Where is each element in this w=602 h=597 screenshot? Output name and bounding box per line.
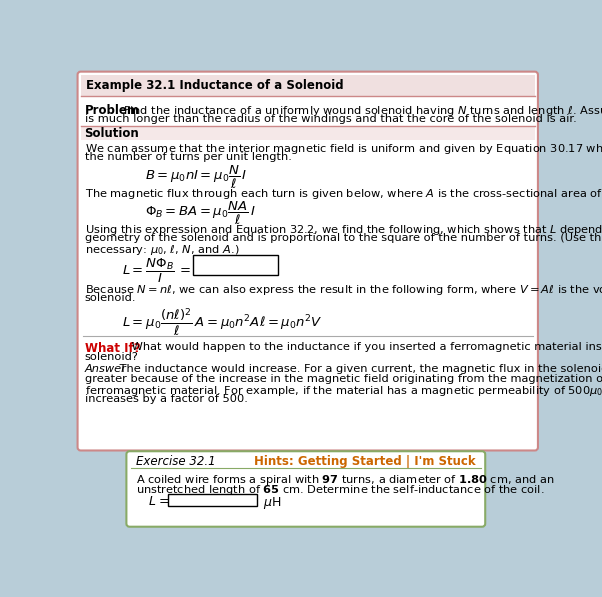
Text: Exercise 32.1: Exercise 32.1 xyxy=(135,455,216,468)
Text: Answer: Answer xyxy=(84,364,126,374)
Text: geometry of the solenoid and is proportional to the square of the number of turn: geometry of the solenoid and is proporti… xyxy=(84,233,602,242)
Text: $\Phi_B = BA = \mu_0 \dfrac{NA}{\ell}\, I$: $\Phi_B = BA = \mu_0 \dfrac{NA}{\ell}\, … xyxy=(145,199,256,227)
Text: $L = \mu_0 \dfrac{(n\ell)^2}{\ell}\, A = \mu_0 n^2 A\ell = \mu_0 n^2 V$: $L = \mu_0 \dfrac{(n\ell)^2}{\ell}\, A =… xyxy=(122,306,322,338)
Text: Hints: Getting Started | I'm Stuck: Hints: Getting Started | I'm Stuck xyxy=(254,455,476,468)
Text: solenoid.: solenoid. xyxy=(84,293,136,303)
Text: Problem: Problem xyxy=(84,104,140,117)
Text: $L = \dfrac{N\Phi_B}{I}\, =$: $L = \dfrac{N\Phi_B}{I}\, =$ xyxy=(122,257,191,285)
Bar xyxy=(81,75,535,96)
Text: The inductance would increase. For a given current, the magnetic flux in the sol: The inductance would increase. For a giv… xyxy=(116,364,602,374)
Text: necessary: $\mu_0$, $\ell$, $N$, and $A$.): necessary: $\mu_0$, $\ell$, $N$, and $A$… xyxy=(84,242,239,257)
Bar xyxy=(193,255,278,275)
Text: Because $N = n\ell$, we can also express the result in the following form, where: Because $N = n\ell$, we can also express… xyxy=(84,282,602,297)
Text: $B = \mu_0 n I = \mu_0 \dfrac{N}{\ell}\, I$: $B = \mu_0 n I = \mu_0 \dfrac{N}{\ell}\,… xyxy=(145,164,247,191)
Text: What would happen to the inductance if you inserted a ferromagnetic material ins: What would happen to the inductance if y… xyxy=(128,342,602,352)
Text: $L$ =: $L$ = xyxy=(148,495,170,508)
Text: is much longer than the radius of the windings and that the core of the solenoid: is much longer than the radius of the wi… xyxy=(84,114,576,124)
Text: ferromagnetic material. For example, if the material has a magnetic permeability: ferromagnetic material. For example, if … xyxy=(84,384,602,398)
FancyBboxPatch shape xyxy=(78,72,538,451)
Text: $\mu$H: $\mu$H xyxy=(263,495,281,511)
Text: Using this expression and Equation 32.2, we find the following, which shows that: Using this expression and Equation 32.2,… xyxy=(84,223,602,236)
Text: The magnetic flux through each turn is given below, where $A$ is the cross-secti: The magnetic flux through each turn is g… xyxy=(84,187,602,201)
Bar xyxy=(168,494,258,506)
Text: unstretched length of $\mathbf{65}$ cm. Determine the self-inductance of the coi: unstretched length of $\mathbf{65}$ cm. … xyxy=(135,483,544,497)
Text: Find the inductance of a uniformly wound solenoid having $N$ turns and length $\: Find the inductance of a uniformly wound… xyxy=(123,104,602,118)
Text: What If?: What If? xyxy=(84,342,140,355)
FancyBboxPatch shape xyxy=(126,451,485,527)
Text: A coiled wire forms a spiral with $\mathbf{97}$ turns, a diameter of $\mathbf{1.: A coiled wire forms a spiral with $\math… xyxy=(135,473,554,487)
Text: We can assume that the interior magnetic field is uniform and given by Equation : We can assume that the interior magnetic… xyxy=(84,141,602,156)
Bar xyxy=(81,127,535,140)
Text: Solution: Solution xyxy=(84,127,139,140)
Text: Example 32.1 Inductance of a Solenoid: Example 32.1 Inductance of a Solenoid xyxy=(86,79,344,92)
Text: solenoid?: solenoid? xyxy=(84,352,138,362)
Text: greater because of the increase in the magnetic field originating from the magne: greater because of the increase in the m… xyxy=(84,374,602,384)
Text: increases by a factor of 500.: increases by a factor of 500. xyxy=(84,394,247,404)
Text: the number of turns per unit length.: the number of turns per unit length. xyxy=(84,152,291,162)
